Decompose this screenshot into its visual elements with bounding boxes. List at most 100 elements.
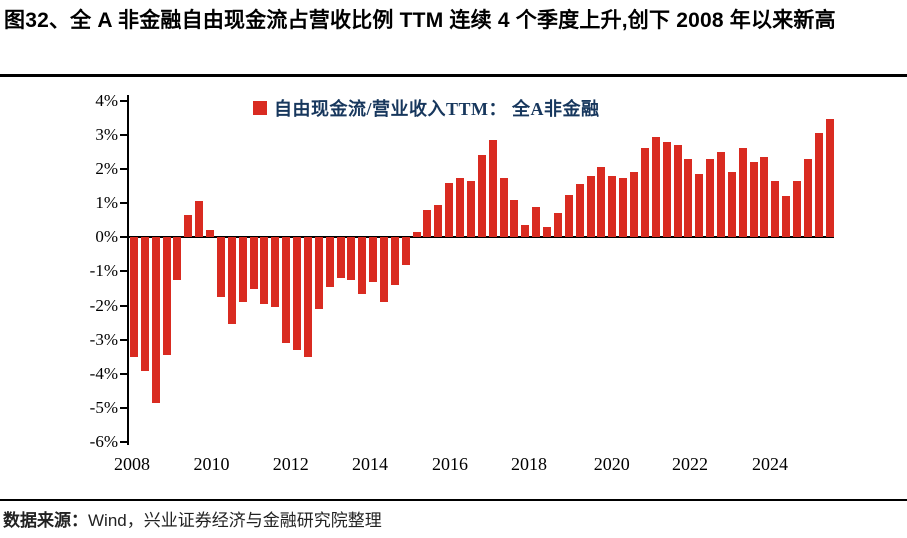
bar — [510, 199, 519, 238]
bar — [662, 141, 671, 238]
y-axis-tick — [120, 372, 127, 375]
bar — [216, 237, 225, 298]
x-axis-label: 2014 — [352, 454, 388, 474]
bar — [684, 158, 693, 238]
y-axis-line — [126, 95, 129, 445]
bar — [738, 148, 747, 238]
y-axis-label: -6% — [89, 432, 118, 452]
bar — [760, 157, 769, 238]
bar — [293, 237, 302, 351]
x-axis-label: 2022 — [672, 454, 708, 474]
x-axis-label: 2010 — [193, 454, 230, 474]
y-axis-label: 2% — [95, 158, 118, 178]
bar — [727, 172, 736, 238]
bar — [477, 155, 486, 238]
y-axis-tick — [120, 270, 127, 273]
bar — [151, 237, 160, 403]
bar — [271, 237, 280, 308]
y-axis-label: -2% — [89, 295, 118, 315]
bar — [369, 237, 378, 282]
bar — [249, 237, 258, 289]
bar — [553, 213, 562, 238]
y-axis-label: 1% — [95, 193, 118, 213]
bar — [597, 167, 606, 238]
bar — [706, 158, 715, 238]
bar — [564, 194, 573, 238]
bar — [184, 215, 193, 238]
bar — [456, 177, 465, 238]
x-axis-zero-line — [128, 236, 834, 239]
bar — [825, 119, 834, 238]
figure-title: 图32、全 A 非金融自由现金流占营收比例 TTM 连续 4 个季度上升,创下 … — [4, 9, 836, 32]
bar — [608, 175, 617, 238]
data-source-note: 数据来源：Wind，兴业证券经济与金融研究院整理 — [3, 506, 863, 531]
bar — [630, 172, 639, 238]
bar — [227, 237, 236, 325]
bar — [619, 177, 628, 238]
bar — [575, 184, 584, 238]
bar — [749, 162, 758, 238]
bar — [673, 145, 682, 238]
bar — [521, 225, 530, 238]
y-axis-tick — [120, 167, 127, 170]
bar — [793, 180, 802, 238]
data-source-label: 数据来源： — [3, 511, 88, 530]
bar — [543, 227, 552, 238]
bar — [347, 237, 356, 280]
bar — [314, 237, 323, 310]
bar — [466, 180, 475, 238]
bar — [260, 237, 269, 304]
bar — [390, 237, 399, 286]
bar — [173, 237, 182, 280]
chart-legend: 自由现金流/营业收入TTM： 全A非金融 — [253, 96, 600, 120]
x-axis-label: 2020 — [593, 454, 630, 474]
bar — [586, 175, 595, 238]
bar — [380, 237, 388, 303]
bar — [358, 237, 367, 294]
y-axis-tick — [120, 407, 127, 410]
x-axis-label: 2024 — [752, 454, 788, 474]
y-axis-tick — [120, 202, 127, 205]
title-divider — [0, 74, 907, 77]
bar — [814, 133, 823, 238]
bar — [782, 196, 791, 238]
y-axis-label: -4% — [89, 363, 118, 383]
y-axis-tick — [120, 338, 127, 341]
x-axis-label: 2016 — [432, 454, 468, 474]
y-axis-label: -3% — [89, 329, 118, 349]
y-axis-tick — [120, 236, 127, 239]
legend-label: 自由现金流/营业收入TTM： 全A非金融 — [274, 99, 600, 119]
bar — [238, 237, 247, 303]
bar — [162, 237, 171, 356]
y-axis-label: 3% — [95, 124, 118, 144]
bar — [532, 206, 541, 238]
bar — [445, 182, 454, 238]
y-axis-tick — [120, 441, 127, 444]
bar — [412, 232, 421, 238]
y-axis-tick — [120, 133, 127, 136]
y-axis-label: 4% — [95, 90, 118, 110]
data-source-text: Wind，兴业证券经济与金融研究院整理 — [88, 511, 382, 530]
bar — [803, 158, 812, 238]
bar — [499, 177, 508, 238]
y-axis-tick — [120, 304, 127, 307]
bar — [195, 201, 204, 238]
bar — [130, 237, 138, 357]
x-axis-label: 2012 — [272, 454, 309, 474]
legend-swatch-icon — [253, 101, 267, 115]
y-axis-label: -1% — [89, 261, 118, 281]
bar — [771, 180, 780, 238]
bar — [206, 230, 215, 238]
bar — [695, 174, 704, 238]
bar — [282, 237, 291, 344]
y-axis-tick — [120, 99, 127, 102]
bar — [640, 148, 649, 238]
bar — [716, 151, 725, 238]
bar — [423, 209, 432, 238]
bar — [434, 204, 443, 238]
bar — [651, 136, 660, 238]
bar — [336, 237, 345, 279]
y-axis-label: 0% — [95, 227, 118, 247]
footer-divider — [0, 499, 907, 501]
